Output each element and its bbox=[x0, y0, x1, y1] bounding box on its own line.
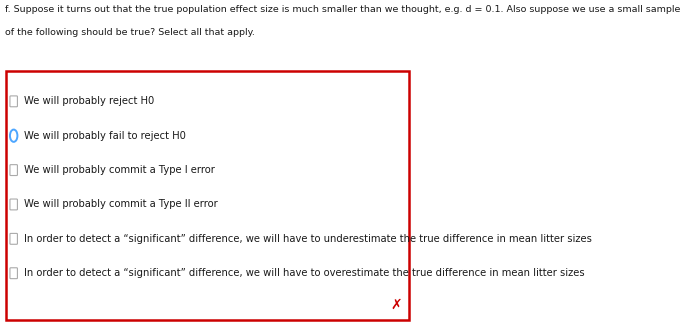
Text: We will probably commit a Type I error: We will probably commit a Type I error bbox=[24, 165, 215, 175]
FancyBboxPatch shape bbox=[10, 165, 18, 176]
Text: ✗: ✗ bbox=[391, 298, 402, 312]
Text: In order to detect a “significant” difference, we will have to overestimate the : In order to detect a “significant” diffe… bbox=[24, 268, 584, 278]
Text: f. Suppose it turns out that the true population effect size is much smaller tha: f. Suppose it turns out that the true po… bbox=[5, 5, 682, 14]
Text: In order to detect a “significant” difference, we will have to underestimate the: In order to detect a “significant” diffe… bbox=[24, 234, 591, 244]
FancyBboxPatch shape bbox=[10, 233, 18, 244]
FancyBboxPatch shape bbox=[10, 96, 18, 107]
Text: of the following should be true? Select all that apply.: of the following should be true? Select … bbox=[5, 28, 255, 37]
Text: We will probably commit a Type II error: We will probably commit a Type II error bbox=[24, 199, 218, 210]
FancyBboxPatch shape bbox=[10, 199, 18, 210]
Text: We will probably fail to reject H0: We will probably fail to reject H0 bbox=[24, 131, 186, 141]
Text: We will probably reject H0: We will probably reject H0 bbox=[24, 96, 154, 106]
FancyBboxPatch shape bbox=[6, 71, 409, 320]
FancyBboxPatch shape bbox=[10, 268, 18, 279]
